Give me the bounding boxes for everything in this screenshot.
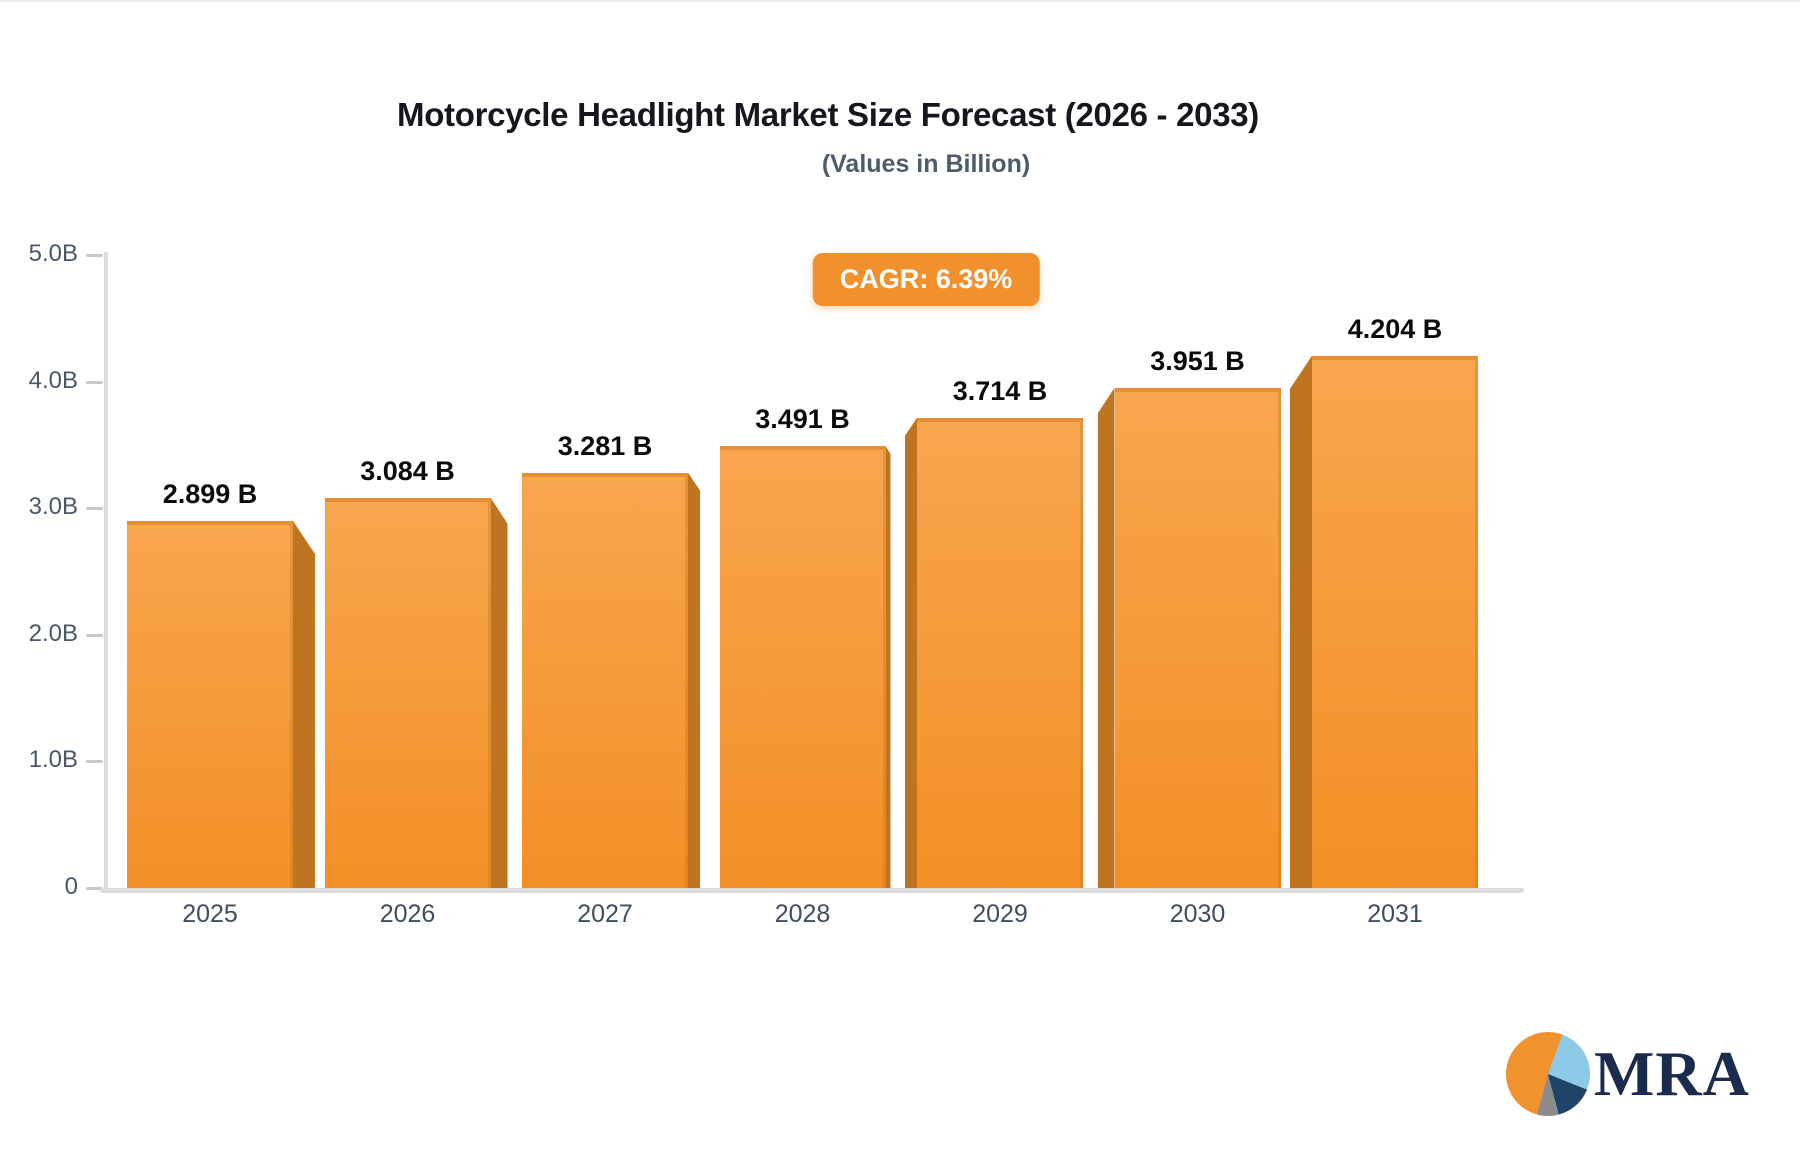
- x-tick-label: 2029: [972, 900, 1028, 928]
- bar-face: [522, 472, 688, 888]
- bar-face: [719, 446, 886, 888]
- y-tick-mark: [86, 633, 103, 637]
- bar-face: [127, 520, 293, 888]
- pie-chart-logo-icon: [1506, 1032, 1590, 1116]
- y-tick-mark: [86, 254, 103, 257]
- bar-2026[interactable]: [324, 497, 508, 888]
- y-tick-mark: [86, 887, 103, 890]
- y-tick-label: 5.0B: [28, 240, 78, 267]
- bar-2027[interactable]: [522, 472, 700, 888]
- y-tick-label: 2.0B: [28, 619, 78, 647]
- bar-side-shade: [688, 472, 700, 888]
- bar-face: [917, 417, 1083, 888]
- x-tick-label: 2031: [1367, 900, 1423, 928]
- x-tick-label: 2025: [182, 900, 238, 928]
- y-tick-label: 3.0B: [28, 493, 78, 521]
- y-axis-line: [104, 252, 108, 893]
- y-tick-label: 4.0B: [28, 366, 78, 394]
- bar-value-label: 3.084 B: [360, 455, 455, 486]
- x-tick-label: 2028: [774, 900, 831, 928]
- bar-value-label: 3.281 B: [557, 430, 653, 461]
- bar-value-label: 3.714 B: [952, 375, 1048, 406]
- brand-logo: MRA: [1506, 1032, 1750, 1116]
- bar-side-shade: [293, 520, 315, 888]
- y-tick-label: 0: [64, 873, 78, 900]
- bar-value-label: 3.951 B: [1150, 345, 1245, 376]
- bar-side-shade: [1097, 387, 1115, 888]
- bar-face: [1114, 387, 1281, 888]
- x-tick-label: 2026: [379, 900, 436, 928]
- cagr-badge: CAGR: 6.39%: [812, 253, 1040, 306]
- bar-2028[interactable]: [719, 446, 891, 888]
- bar-2025[interactable]: [127, 520, 315, 888]
- bar-value-label: 3.491 B: [755, 404, 850, 435]
- y-tick-label: 1.0B: [28, 746, 78, 774]
- bar-side-shade: [1290, 355, 1312, 888]
- chart-subtitle: (Values in Billion): [821, 150, 1031, 178]
- bar-face: [1312, 355, 1478, 888]
- bar-side-shade: [905, 417, 917, 888]
- y-tick-mark: [86, 380, 103, 384]
- bar-2029[interactable]: [905, 417, 1083, 888]
- bar-side-shade: [885, 446, 891, 888]
- x-tick-label: 2027: [577, 900, 633, 928]
- x-axis-line: [100, 888, 1524, 893]
- bar-face: [324, 497, 491, 888]
- bar-value-label: 4.204 B: [1347, 313, 1443, 344]
- bar-2030[interactable]: [1097, 387, 1281, 888]
- brand-logo-text: MRA: [1594, 1038, 1750, 1109]
- bar-value-label: 2.899 B: [162, 478, 258, 509]
- y-tick-mark: [86, 507, 103, 511]
- x-tick-label: 2030: [1169, 900, 1226, 928]
- bar-2031[interactable]: [1290, 355, 1478, 888]
- chart-title: Motorcycle Headlight Market Size Forecas…: [397, 96, 1259, 133]
- y-tick-mark: [86, 760, 103, 764]
- bar-side-shade: [490, 497, 508, 888]
